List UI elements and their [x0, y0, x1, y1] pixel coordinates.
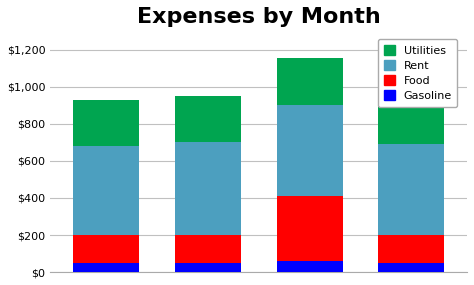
Legend: Utilities, Rent, Food, Gasoline: Utilities, Rent, Food, Gasoline — [378, 39, 457, 107]
Bar — [276, 58, 343, 105]
Bar — [175, 263, 241, 272]
Bar — [378, 144, 444, 235]
Bar — [378, 263, 444, 272]
Bar — [175, 96, 241, 142]
Bar — [378, 235, 444, 263]
Bar — [175, 142, 241, 235]
Bar — [276, 105, 343, 196]
Bar — [73, 235, 139, 263]
Bar — [378, 96, 444, 144]
Bar — [276, 261, 343, 272]
Bar — [73, 146, 139, 235]
Bar — [73, 100, 139, 146]
Bar — [276, 196, 343, 261]
Bar — [175, 235, 241, 263]
Bar — [73, 263, 139, 272]
Title: Expenses by Month: Expenses by Month — [137, 7, 381, 27]
